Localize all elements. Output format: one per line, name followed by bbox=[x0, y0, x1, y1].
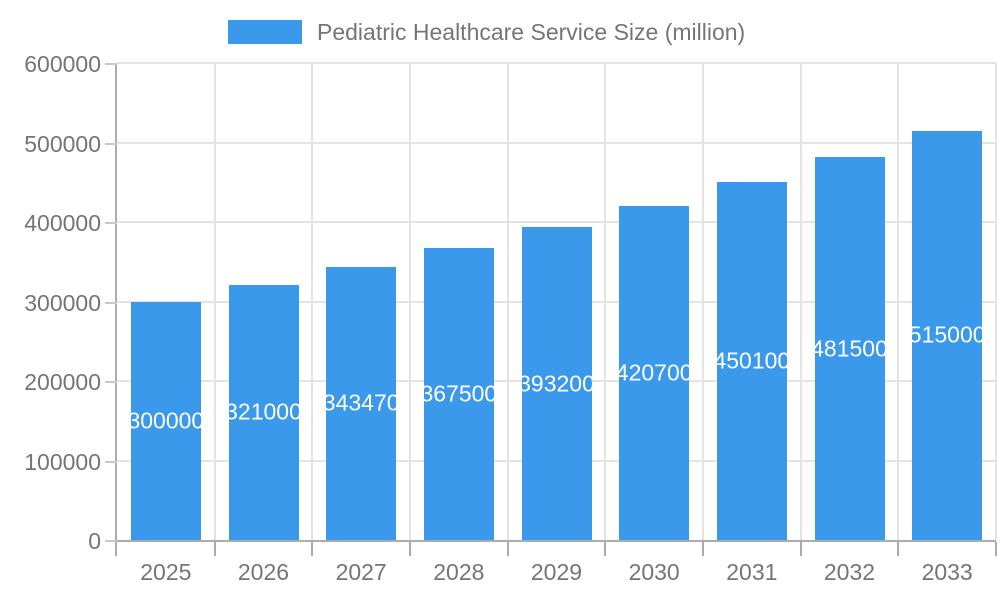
x-tick bbox=[897, 542, 900, 556]
x-tick bbox=[213, 542, 216, 556]
x-axis-label: 2030 bbox=[628, 559, 680, 585]
gridline-vertical bbox=[799, 63, 802, 540]
legend[interactable]: Pediatric Healthcare Service Size (milli… bbox=[228, 20, 745, 44]
x-axis-label: 2026 bbox=[237, 559, 290, 585]
gridline-vertical bbox=[409, 63, 411, 540]
y-axis-label: 400000 bbox=[24, 210, 101, 236]
bar-value-label: 515000 bbox=[912, 321, 983, 348]
y-axis-line bbox=[115, 63, 117, 556]
gridline-vertical bbox=[995, 63, 997, 540]
x-axis-label: 2025 bbox=[140, 559, 192, 585]
plot-area: 300000 321000 343470 367500 393200 420700 4501… bbox=[117, 62, 997, 540]
x-tick bbox=[799, 542, 802, 556]
bar-value-label: 393200 bbox=[521, 370, 592, 397]
bar-2029[interactable]: 393200 bbox=[521, 227, 592, 540]
x-tick bbox=[311, 542, 314, 556]
gridline-vertical bbox=[897, 63, 900, 540]
x-tick bbox=[506, 542, 509, 556]
y-axis-label: 600000 bbox=[24, 51, 101, 77]
y-tick bbox=[105, 222, 117, 224]
bar-value-label: 321000 bbox=[228, 398, 299, 425]
x-axis-label: 2027 bbox=[335, 559, 387, 585]
gridline-horizontal bbox=[117, 221, 996, 223]
y-axis-label: 200000 bbox=[24, 369, 101, 395]
bar-value-label: 300000 bbox=[130, 407, 201, 434]
bar-value-label: 367500 bbox=[423, 380, 494, 407]
y-tick bbox=[105, 142, 117, 145]
x-axis-label: 2033 bbox=[921, 559, 973, 585]
x-tick bbox=[409, 542, 411, 556]
x-axis-line bbox=[115, 540, 996, 542]
y-tick bbox=[105, 63, 117, 65]
bar-2031[interactable]: 450100 bbox=[716, 182, 787, 540]
bar-2027[interactable]: 343470 bbox=[326, 266, 397, 540]
y-tick bbox=[105, 540, 117, 542]
x-axis-label: 2029 bbox=[530, 559, 583, 585]
bar-2026[interactable]: 321000 bbox=[228, 284, 299, 540]
gridline-horizontal bbox=[117, 141, 996, 144]
gridline-vertical bbox=[702, 63, 704, 540]
x-tick bbox=[702, 542, 704, 556]
bar-value-label: 481500 bbox=[814, 335, 885, 362]
x-tick bbox=[995, 542, 997, 556]
gridline-vertical bbox=[213, 63, 216, 540]
legend-swatch-icon bbox=[228, 20, 302, 44]
y-axis-label: 100000 bbox=[24, 448, 101, 475]
y-axis-label: 300000 bbox=[24, 289, 101, 316]
x-tick bbox=[604, 542, 607, 556]
y-tick bbox=[105, 301, 117, 304]
x-axis-label: 2028 bbox=[433, 559, 485, 585]
y-tick bbox=[105, 381, 117, 383]
legend-label: Pediatric Healthcare Service Size (milli… bbox=[317, 19, 746, 45]
bar-2028[interactable]: 367500 bbox=[423, 247, 494, 540]
gridline-vertical bbox=[604, 63, 607, 540]
bar-2033[interactable]: 515000 bbox=[912, 130, 983, 540]
x-axis-label: 2031 bbox=[726, 559, 778, 585]
gridline-horizontal bbox=[117, 62, 996, 64]
bar-value-label: 450100 bbox=[716, 347, 787, 374]
y-axis-label: 0 bbox=[88, 528, 101, 554]
y-tick bbox=[105, 460, 117, 463]
bar-2032[interactable]: 481500 bbox=[814, 157, 885, 540]
bar-2025[interactable]: 300000 bbox=[130, 301, 201, 540]
gridline-vertical bbox=[311, 63, 314, 540]
y-axis-label: 500000 bbox=[24, 130, 101, 157]
x-axis-label: 2032 bbox=[823, 559, 876, 585]
bar-2030[interactable]: 420700 bbox=[619, 205, 690, 540]
bar-value-label: 343470 bbox=[326, 389, 397, 416]
bar-value-label: 420700 bbox=[619, 359, 690, 386]
gridline-vertical bbox=[506, 63, 509, 540]
